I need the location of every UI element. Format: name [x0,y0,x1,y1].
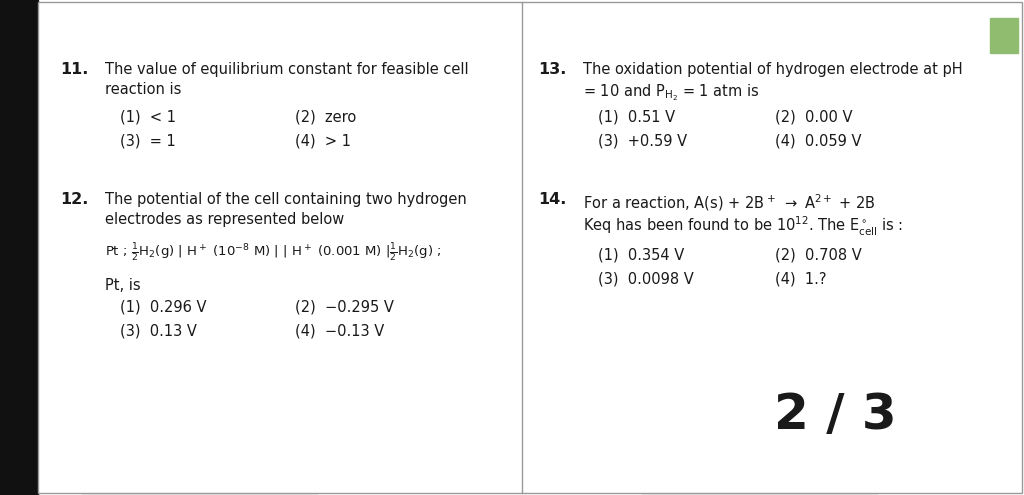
Text: 14.: 14. [538,192,566,207]
Text: (3)  0.13 V: (3) 0.13 V [120,323,197,338]
Text: Pt ; $\frac{1}{2}$H$_2$(g) | H$^+$ (10$^{-8}$ M) | | H$^+$ (0.001 M) |$\frac{1}{: Pt ; $\frac{1}{2}$H$_2$(g) | H$^+$ (10$^… [105,242,441,264]
Text: (4)  −0.13 V: (4) −0.13 V [295,323,384,338]
Text: (2)  0.708 V: (2) 0.708 V [775,248,862,263]
Text: (1)  0.354 V: (1) 0.354 V [598,248,684,263]
Text: 11.: 11. [60,62,88,77]
Text: For a reaction, A(s) + 2B$^+$ $\rightarrow$ A$^{2+}$ + 2B: For a reaction, A(s) + 2B$^+$ $\rightarr… [583,192,876,213]
Ellipse shape [75,430,325,495]
Text: (4)  > 1: (4) > 1 [295,133,351,148]
Text: reaction is: reaction is [105,82,181,97]
Text: = 10 and $\mathrm{P_{H_2}}$ = 1 atm is: = 10 and $\mathrm{P_{H_2}}$ = 1 atm is [583,82,760,102]
Text: electrodes as represented below: electrodes as represented below [105,212,344,227]
Text: (2)  zero: (2) zero [295,110,356,125]
Text: (3)  = 1: (3) = 1 [120,133,176,148]
Text: The value of equilibrium constant for feasible cell: The value of equilibrium constant for fe… [105,62,469,77]
Text: (3)  +0.59 V: (3) +0.59 V [598,133,687,148]
Text: 13.: 13. [538,62,566,77]
Ellipse shape [635,430,885,495]
Text: (3)  0.0098 V: (3) 0.0098 V [598,271,693,286]
Bar [0,0,38,495]
Text: (4)  1.?: (4) 1.? [775,271,826,286]
Text: (2)  0.00 V: (2) 0.00 V [775,110,853,125]
Text: (1)  0.51 V: (1) 0.51 V [598,110,675,125]
Text: (2)  −0.295 V: (2) −0.295 V [295,300,394,315]
Text: The potential of the cell containing two hydrogen: The potential of the cell containing two… [105,192,467,207]
Text: 12.: 12. [60,192,88,207]
Text: (4)  0.059 V: (4) 0.059 V [775,133,861,148]
Bar [990,18,1018,53]
Text: 2 / 3: 2 / 3 [774,391,896,439]
Text: Pt, is: Pt, is [105,278,140,293]
Text: (1)  0.296 V: (1) 0.296 V [120,300,207,315]
Text: (1)  < 1: (1) < 1 [120,110,176,125]
Text: The oxidation potential of hydrogen electrode at pH: The oxidation potential of hydrogen elec… [583,62,963,77]
Text: Keq has been found to be 10$^{12}$. The E$^\circ_{\mathrm{cell}}$ is :: Keq has been found to be 10$^{12}$. The … [583,215,903,238]
FancyBboxPatch shape [712,352,958,478]
